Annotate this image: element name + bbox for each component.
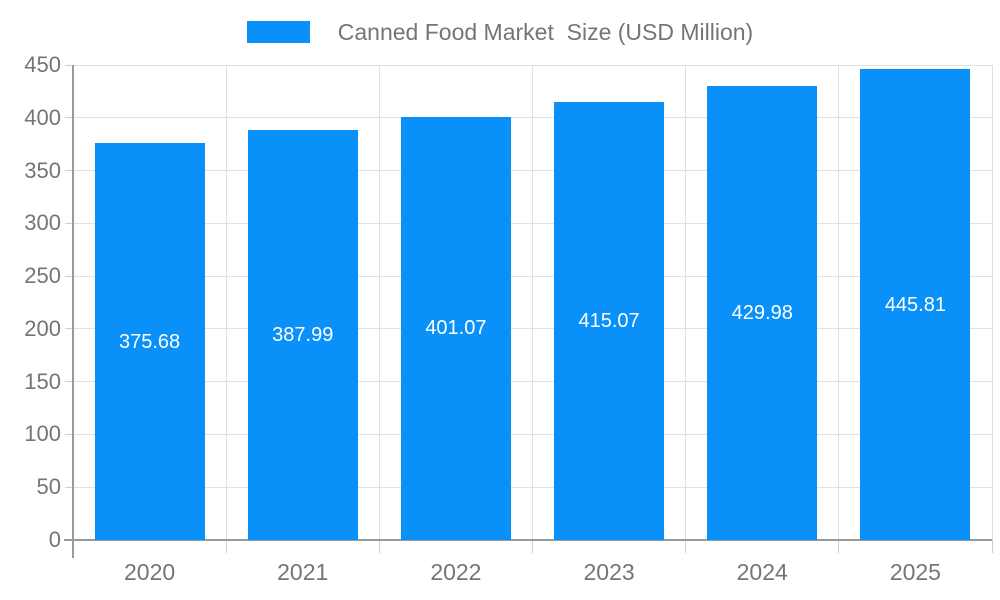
x-boundary-gridline	[685, 65, 687, 540]
legend-label: Canned Food Market Size (USD Million)	[337, 18, 754, 45]
x-axis-tick	[378, 540, 380, 553]
bar-2020	[94, 143, 205, 540]
x-axis-tick	[685, 540, 687, 553]
bar-value-label: 429.98	[731, 302, 793, 325]
x-axis-tick	[991, 540, 993, 553]
y-axis-tick	[65, 222, 73, 224]
x-boundary-gridline	[532, 65, 533, 540]
x-axis-tick	[838, 540, 840, 553]
y-axis-label: 250	[24, 263, 61, 289]
x-boundary-gridline	[225, 65, 227, 540]
x-axis-tick	[225, 540, 227, 553]
y-axis-label: 350	[24, 157, 61, 183]
x-axis-label: 2025	[889, 559, 941, 585]
x-axis-label: 2020	[123, 559, 176, 585]
y-axis-label: 100	[24, 421, 61, 447]
bar-value-label: 415.07	[578, 309, 640, 332]
y-axis-tick	[65, 433, 73, 435]
x-axis-label: 2023	[583, 559, 635, 585]
bar-2023	[554, 101, 665, 540]
bar-2021	[247, 130, 358, 540]
y-axis-label: 50	[36, 474, 61, 500]
y-axis-label: 450	[24, 52, 61, 77]
y-axis-label: 300	[24, 210, 61, 236]
legend-swatch-icon	[246, 21, 310, 43]
y-axis-tick	[65, 64, 73, 66]
bar-2024	[707, 86, 818, 540]
bar-2022	[400, 116, 511, 540]
y-axis-tick	[65, 275, 73, 277]
y-axis-tick	[65, 117, 73, 119]
x-boundary-gridline	[838, 65, 840, 540]
bar-value-label: 375.68	[118, 330, 181, 353]
y-axis-tick	[65, 381, 73, 383]
y-axis-tick	[65, 486, 73, 488]
x-boundary-gridline	[378, 65, 380, 540]
y-axis-label: 0	[48, 527, 61, 552]
y-axis-label: 200	[24, 315, 61, 341]
bar-value-label: 387.99	[272, 324, 334, 347]
y-axis-tick	[65, 328, 73, 330]
x-axis-label: 2024	[736, 559, 788, 585]
bar-value-label: 445.81	[884, 293, 946, 316]
y-axis-line	[72, 65, 74, 558]
y-axis-tick	[65, 170, 73, 172]
bar-value-label: 401.07	[425, 317, 487, 340]
x-axis-label: 2022	[430, 559, 482, 585]
x-axis-line	[64, 539, 992, 541]
x-axis-label: 2021	[277, 559, 329, 585]
chart-legend[interactable]: Canned Food Market Size (USD Million)	[0, 17, 1000, 47]
x-boundary-gridline	[991, 65, 993, 540]
y-axis-label: 400	[24, 104, 61, 130]
x-axis-tick	[532, 540, 533, 553]
y-axis-label: 150	[24, 368, 61, 394]
bar-2025	[860, 69, 971, 540]
